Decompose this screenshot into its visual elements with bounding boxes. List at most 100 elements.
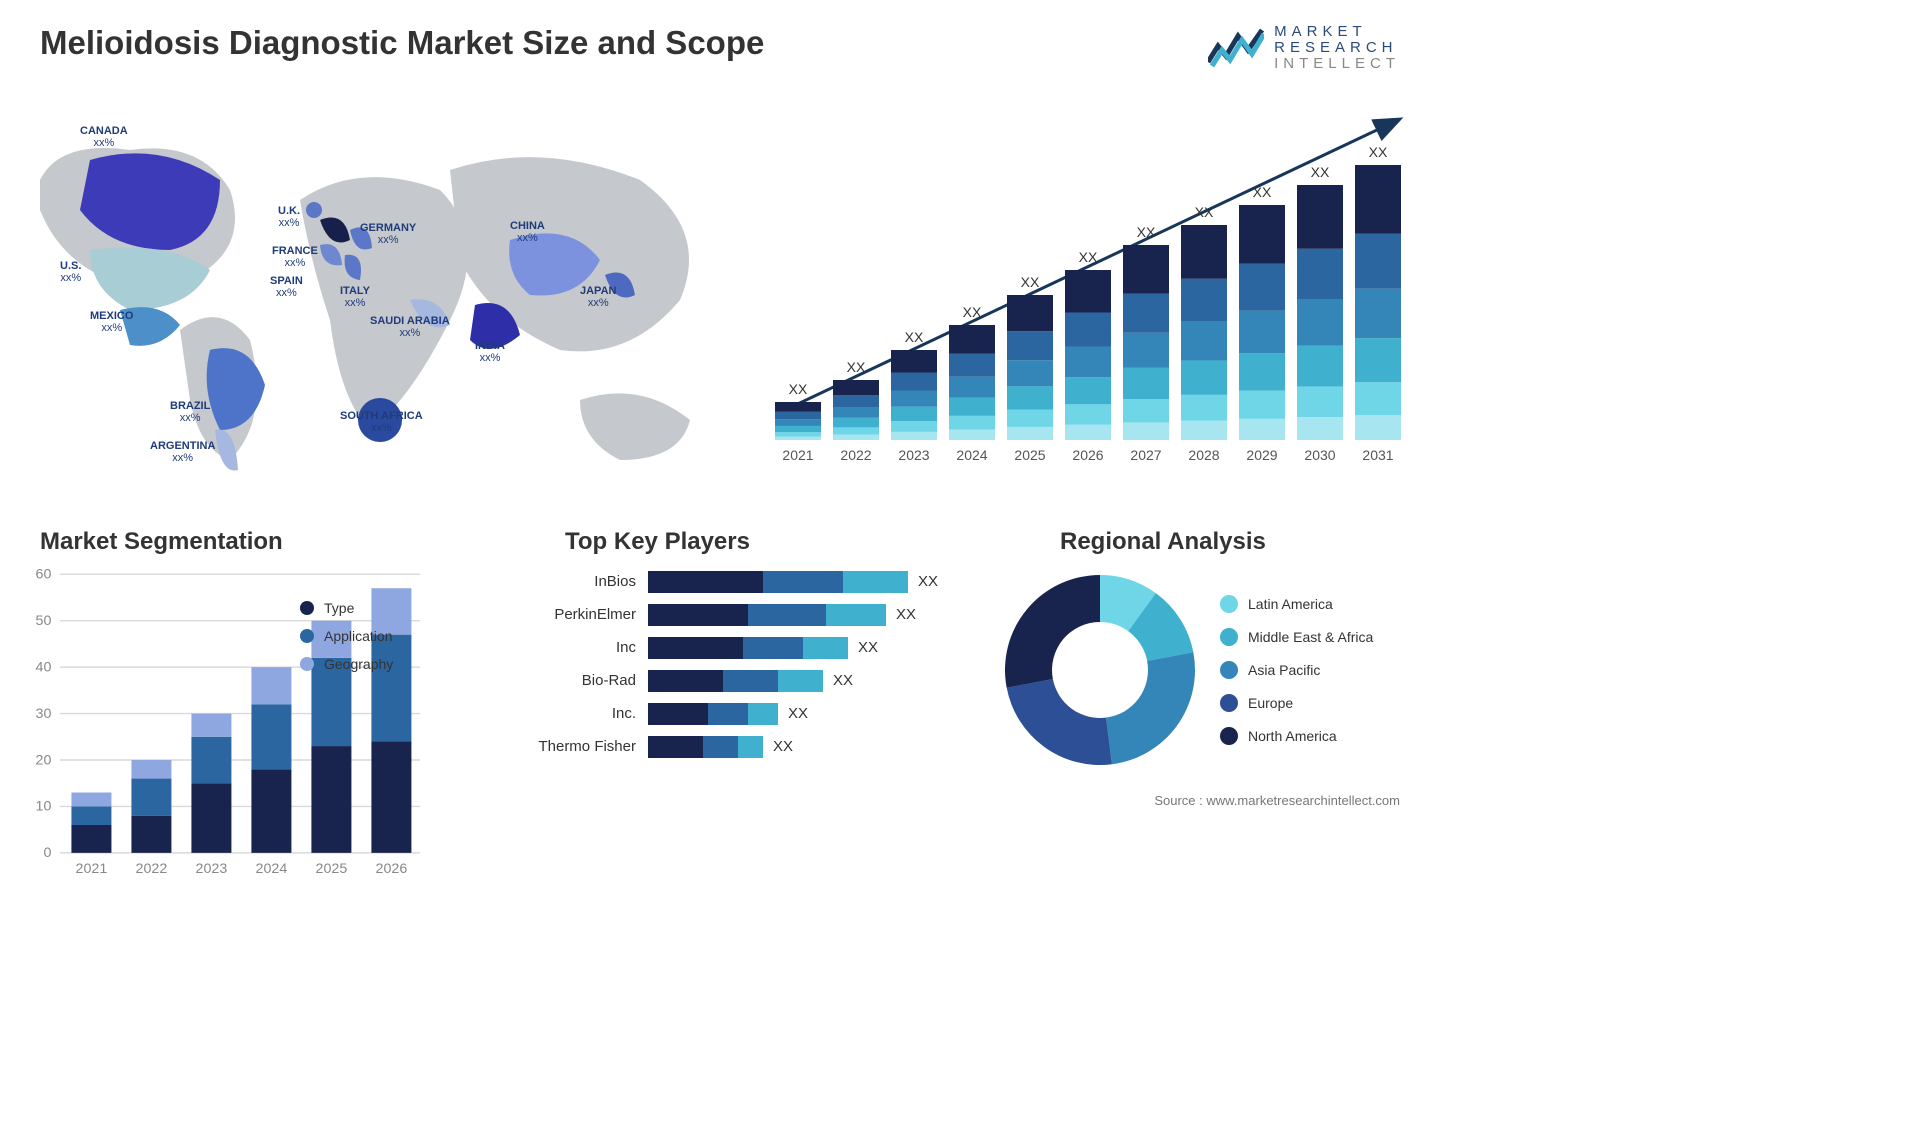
svg-text:XX: XX (905, 329, 924, 345)
segmentation-title: Market Segmentation (40, 528, 283, 556)
svg-text:2023: 2023 (898, 447, 929, 463)
svg-text:20: 20 (36, 752, 52, 768)
svg-text:XX: XX (789, 381, 808, 397)
player-bar: XX (648, 571, 968, 593)
legend-swatch (1220, 694, 1238, 712)
logo-line2: RESEARCH (1274, 40, 1400, 56)
svg-text:2029: 2029 (1246, 447, 1277, 463)
player-row: Bio-RadXX (508, 664, 968, 697)
key-players-title: Top Key Players (565, 528, 750, 556)
logo: MARKET RESEARCH INTELLECT (1208, 24, 1400, 71)
player-value: XX (788, 705, 808, 722)
legend-label: Europe (1248, 695, 1293, 711)
svg-text:XX: XX (1369, 144, 1388, 160)
svg-text:2027: 2027 (1130, 447, 1161, 463)
legend-label: North America (1248, 728, 1337, 744)
legend-item: North America (1220, 727, 1373, 745)
player-value: XX (858, 639, 878, 656)
regional-legend: Latin America Middle East & Africa Asia Pa… (1220, 595, 1373, 745)
svg-text:30: 30 (36, 706, 52, 722)
map-label: SOUTH AFRICAxx% (340, 410, 423, 434)
legend-item: Geography (300, 656, 393, 672)
legend-item: Europe (1220, 694, 1373, 712)
legend-swatch (300, 601, 314, 615)
svg-text:2030: 2030 (1304, 447, 1335, 463)
svg-text:2028: 2028 (1188, 447, 1219, 463)
player-value: XX (896, 606, 916, 623)
map-label: INDIAxx% (475, 340, 505, 364)
svg-text:10: 10 (36, 799, 52, 815)
svg-text:XX: XX (1137, 224, 1156, 240)
svg-text:2025: 2025 (1014, 447, 1045, 463)
player-bar: XX (648, 637, 968, 659)
legend-label: Latin America (1248, 596, 1333, 612)
map-label: ARGENTINAxx% (150, 440, 215, 464)
legend-swatch (1220, 661, 1238, 679)
svg-text:40: 40 (36, 659, 52, 675)
map-label: U.K.xx% (278, 205, 300, 229)
svg-text:2026: 2026 (376, 861, 408, 877)
player-bar: XX (648, 736, 968, 758)
svg-text:2021: 2021 (782, 447, 813, 463)
map-label: CANADAxx% (80, 125, 128, 149)
regional-chart: Latin America Middle East & Africa Asia Pa… (1000, 560, 1420, 780)
legend-label: Middle East & Africa (1248, 629, 1373, 645)
player-row: Inc. XX (508, 697, 968, 730)
svg-text:XX: XX (1195, 204, 1214, 220)
map-label: FRANCExx% (272, 245, 318, 269)
player-row: Inc XX (508, 631, 968, 664)
growth-chart: XX 2021 XX 2022 XX 2023 XX 2024 XX 2025 XX 2026 XX 20… (765, 100, 1415, 470)
legend-swatch (1220, 628, 1238, 646)
svg-text:2025: 2025 (316, 861, 348, 877)
segmentation-chart: 0102030405060202120222023202420252026 (20, 560, 420, 785)
player-row: InBios XX (508, 565, 968, 598)
svg-text:XX: XX (1311, 164, 1330, 180)
svg-text:2023: 2023 (196, 861, 228, 877)
legend-label: Application (324, 628, 393, 644)
svg-text:2026: 2026 (1072, 447, 1103, 463)
svg-text:XX: XX (1079, 249, 1098, 265)
legend-swatch (300, 629, 314, 643)
player-row: Thermo FisherXX (508, 730, 968, 763)
logo-line3: INTELLECT (1274, 56, 1400, 72)
player-value: XX (918, 573, 938, 590)
player-name: InBios (508, 573, 648, 590)
svg-text:2024: 2024 (956, 447, 987, 463)
map-label: GERMANYxx% (360, 222, 416, 246)
legend-label: Asia Pacific (1248, 662, 1320, 678)
svg-text:XX: XX (847, 359, 866, 375)
legend-item: Type (300, 600, 393, 616)
regional-title: Regional Analysis (1060, 528, 1266, 556)
page-title: Melioidosis Diagnostic Market Size and S… (40, 24, 764, 62)
player-row: PerkinElmerXX (508, 598, 968, 631)
player-name: Inc (508, 639, 648, 656)
player-name: Thermo Fisher (508, 738, 648, 755)
logo-icon (1208, 28, 1264, 68)
svg-text:XX: XX (1021, 274, 1040, 290)
svg-text:2022: 2022 (136, 861, 168, 877)
map-label: ITALYxx% (340, 285, 370, 309)
player-bar: XX (648, 703, 968, 725)
map-label: BRAZILxx% (170, 400, 210, 424)
legend-swatch (1220, 727, 1238, 745)
svg-text:2022: 2022 (840, 447, 871, 463)
svg-text:2024: 2024 (256, 861, 288, 877)
map-label: SAUDI ARABIAxx% (370, 315, 450, 339)
svg-text:2021: 2021 (76, 861, 108, 877)
legend-item: Asia Pacific (1220, 661, 1373, 679)
legend-swatch (1220, 595, 1238, 613)
key-players-chart: InBiosXXPerkinElmerXXIncXXBio-RadXXInc.X… (508, 565, 968, 785)
map-label: CHINAxx% (510, 220, 545, 244)
logo-text: MARKET RESEARCH INTELLECT (1274, 24, 1400, 71)
player-value: XX (833, 672, 853, 689)
legend-item: Middle East & Africa (1220, 628, 1373, 646)
legend-label: Type (324, 600, 354, 616)
svg-text:XX: XX (963, 304, 982, 320)
svg-text:0: 0 (43, 845, 51, 861)
player-bar: XX (648, 604, 968, 626)
svg-text:50: 50 (36, 613, 52, 629)
legend-swatch (300, 657, 314, 671)
segmentation-legend: Type Application Geography (300, 600, 393, 672)
player-name: Inc. (508, 705, 648, 722)
legend-item: Latin America (1220, 595, 1373, 613)
